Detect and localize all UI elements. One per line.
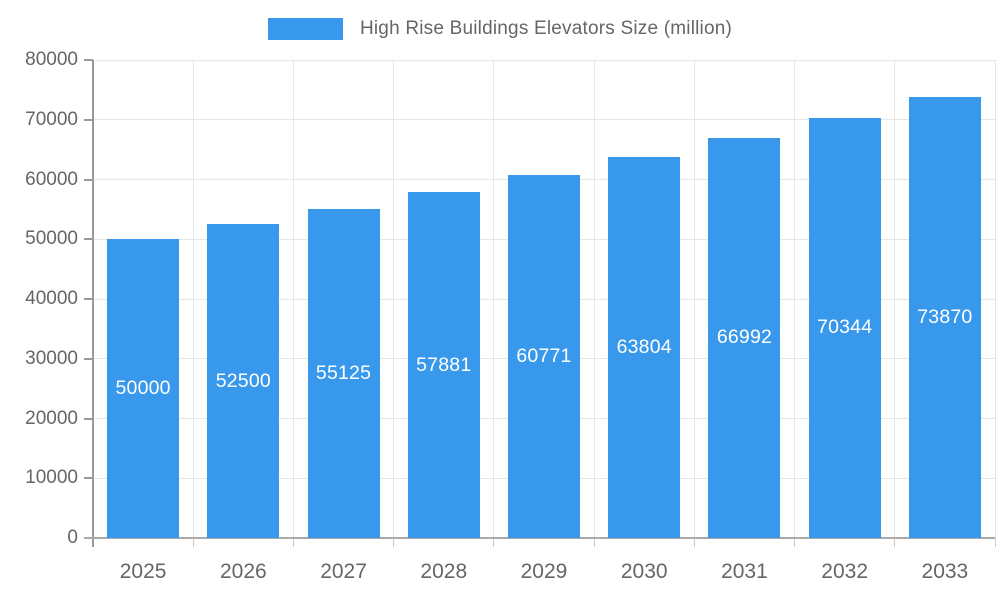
gridline-v <box>393 60 395 538</box>
x-tick-label: 2030 <box>620 560 668 583</box>
x-tick-label: 2031 <box>721 560 768 583</box>
chart-bar: 70344 <box>808 117 881 538</box>
gridline-v <box>994 60 996 538</box>
y-tick-label: 70000 <box>25 108 78 130</box>
y-axis-tick <box>84 238 93 241</box>
y-tick-label: 80000 <box>25 49 78 70</box>
x-axis-tick <box>693 538 695 547</box>
y-axis-tick <box>84 417 93 420</box>
x-tick-label: 2033 <box>921 560 969 583</box>
gridline-v <box>192 60 194 538</box>
x-axis-tick <box>292 538 294 547</box>
y-axis-tick <box>84 477 93 480</box>
bar-value-label: 50000 <box>115 377 171 400</box>
y-axis-tick <box>84 298 93 300</box>
y-axis-tick <box>84 59 93 61</box>
y-tick-label: 40000 <box>25 288 78 309</box>
x-axis-tick <box>794 538 796 547</box>
x-tick-label: 2025 <box>119 560 167 583</box>
chart-bar: 50000 <box>107 239 180 538</box>
y-tick-label: 0 <box>67 527 78 548</box>
y-tick-label: 30000 <box>25 347 78 369</box>
gridline-v <box>894 60 896 538</box>
bar-value-label: 70344 <box>817 316 873 339</box>
chart-bar: 57881 <box>407 192 480 538</box>
bar-value-label: 73870 <box>917 305 973 328</box>
bar-value-label: 57881 <box>416 353 472 376</box>
x-axis-tick <box>192 538 194 547</box>
y-axis-tick <box>84 178 93 181</box>
chart-legend[interactable]: High Rise Buildings Elevators Size (mill… <box>0 18 1000 40</box>
bar-value-label: 66992 <box>716 326 773 349</box>
x-axis-tick <box>493 538 495 547</box>
chart-bar: 60771 <box>508 174 580 538</box>
bar-value-label: 55125 <box>315 361 372 384</box>
x-axis-tick <box>894 538 896 547</box>
chart-bar: 63804 <box>608 156 681 538</box>
x-axis-line <box>84 537 995 539</box>
legend-swatch[interactable] <box>267 18 343 40</box>
bar-value-label: 52500 <box>215 369 271 392</box>
gridline-v <box>593 60 595 538</box>
chart-bar: 66992 <box>708 137 781 538</box>
x-tick-label: 2028 <box>420 560 468 583</box>
gridline-v <box>493 60 495 538</box>
bar-value-label: 63804 <box>616 335 672 358</box>
gridline-h <box>93 119 995 121</box>
x-axis-tick <box>393 538 395 547</box>
y-tick-label: 10000 <box>25 467 78 489</box>
y-tick-label: 50000 <box>25 228 78 250</box>
gridline-h <box>93 59 995 61</box>
y-axis-line <box>92 60 94 547</box>
gridline-v <box>693 60 695 538</box>
gridline-v <box>794 60 796 538</box>
chart-bar: 52500 <box>207 224 280 538</box>
x-axis-tick <box>593 538 595 547</box>
y-axis-tick <box>84 118 93 121</box>
x-axis-tick <box>994 538 996 547</box>
y-tick-label: 60000 <box>25 168 78 190</box>
chart-bar: 73870 <box>908 96 981 538</box>
y-axis-tick <box>84 357 93 360</box>
chart-bar: 55125 <box>307 208 380 538</box>
x-tick-label: 2032 <box>821 560 869 583</box>
bar-value-label: 60771 <box>516 344 572 367</box>
legend-label[interactable]: High Rise Buildings Elevators Size (mill… <box>359 18 733 39</box>
x-tick-label: 2026 <box>219 560 267 583</box>
x-tick-label: 2027 <box>320 560 367 583</box>
gridline-v <box>292 60 294 538</box>
x-tick-label: 2029 <box>520 560 568 583</box>
y-tick-label: 20000 <box>25 407 78 429</box>
